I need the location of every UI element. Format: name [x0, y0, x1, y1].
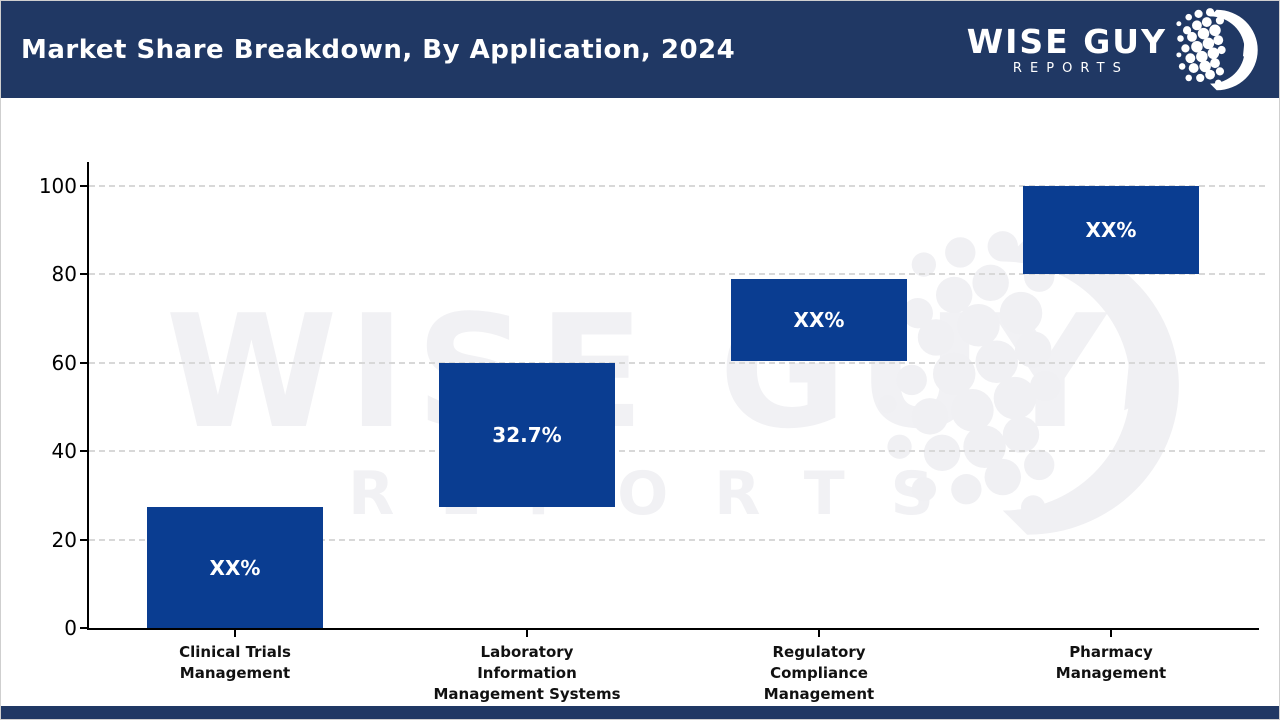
x-axis-line	[87, 628, 1259, 630]
chart-bar: 32.7%	[439, 362, 615, 508]
chart-bar: XX%	[1023, 186, 1199, 275]
brand-subtitle: REPORTS	[1012, 60, 1129, 76]
y-gridline	[89, 185, 1265, 187]
y-axis-tick-mark	[80, 450, 88, 453]
x-axis-tick-mark	[234, 630, 236, 637]
footer-bar	[1, 706, 1279, 719]
x-axis-category-label-line: Laboratory	[480, 643, 574, 661]
chart-bar: XX%	[731, 278, 907, 362]
y-axis-tick-mark	[80, 627, 88, 629]
y-gridline	[89, 273, 1265, 276]
y-axis-tick-mark	[80, 538, 88, 541]
y-axis-tick-label: 60	[51, 350, 77, 375]
brand-face-icon	[1169, 7, 1261, 93]
bar-value-label: XX%	[793, 308, 845, 333]
y-gridline	[89, 450, 1265, 453]
header: Market Share Breakdown, By Application, …	[1, 1, 1279, 98]
bar-value-label: XX%	[209, 555, 261, 580]
brand-logo: WISE GUY REPORTS	[967, 7, 1261, 93]
x-axis-tick-mark	[818, 630, 820, 637]
y-axis-tick-mark	[80, 185, 88, 187]
y-axis-tick-mark	[80, 273, 88, 276]
x-axis-category-label-line: Management	[179, 664, 291, 682]
x-axis-category-label-line: Management Systems	[433, 685, 621, 703]
brand-logo-text: WISE GUY REPORTS	[967, 25, 1167, 75]
brand-name: WISE GUY	[966, 21, 1167, 61]
x-axis-category-label-line: Clinical Trials	[179, 643, 291, 661]
y-axis-tick-label: 0	[64, 616, 77, 640]
y-gridline	[89, 361, 1265, 364]
y-axis-tick-label: 80	[51, 262, 77, 287]
x-axis-tick-mark	[526, 630, 528, 637]
chart-area: WISE GUY REPORTS 0 20 40 60 80 100 XX% Clinical…	[1, 98, 1279, 708]
bar-value-label: XX%	[1085, 218, 1137, 243]
y-axis-tick-label: 40	[51, 439, 77, 464]
page-title: Market Share Breakdown, By Application, …	[21, 34, 736, 65]
x-axis-category-label: Laboratory Information Management Systems	[381, 642, 673, 705]
bar-value-label: 32.7%	[492, 423, 562, 448]
x-axis-category-label-line: Compliance	[770, 664, 868, 682]
x-axis-tick-mark	[1110, 630, 1112, 637]
y-axis-tick-mark	[80, 361, 88, 364]
x-axis-category-label-line: Management	[763, 685, 875, 703]
y-axis-tick-label: 20	[51, 527, 77, 552]
x-axis-category-label-line: Regulatory	[772, 643, 866, 661]
y-axis-tick-label: 100	[38, 174, 77, 198]
x-axis-category-label-line: Management	[1055, 664, 1167, 682]
plot-area: 0 20 40 60 80 100 XX% Clinical Trials Management…	[1, 98, 1279, 707]
x-axis-category-label: Pharmacy Management	[965, 642, 1257, 684]
x-axis-category-label: Clinical Trials Management	[89, 642, 381, 684]
y-axis-line	[87, 162, 89, 630]
x-axis-category-label-line: Information	[477, 664, 577, 682]
y-gridline	[89, 538, 1265, 541]
x-axis-category-label-line: Pharmacy	[1069, 643, 1153, 661]
chart-bar: XX%	[147, 507, 323, 628]
x-axis-category-label: Regulatory Compliance Management	[673, 642, 965, 705]
